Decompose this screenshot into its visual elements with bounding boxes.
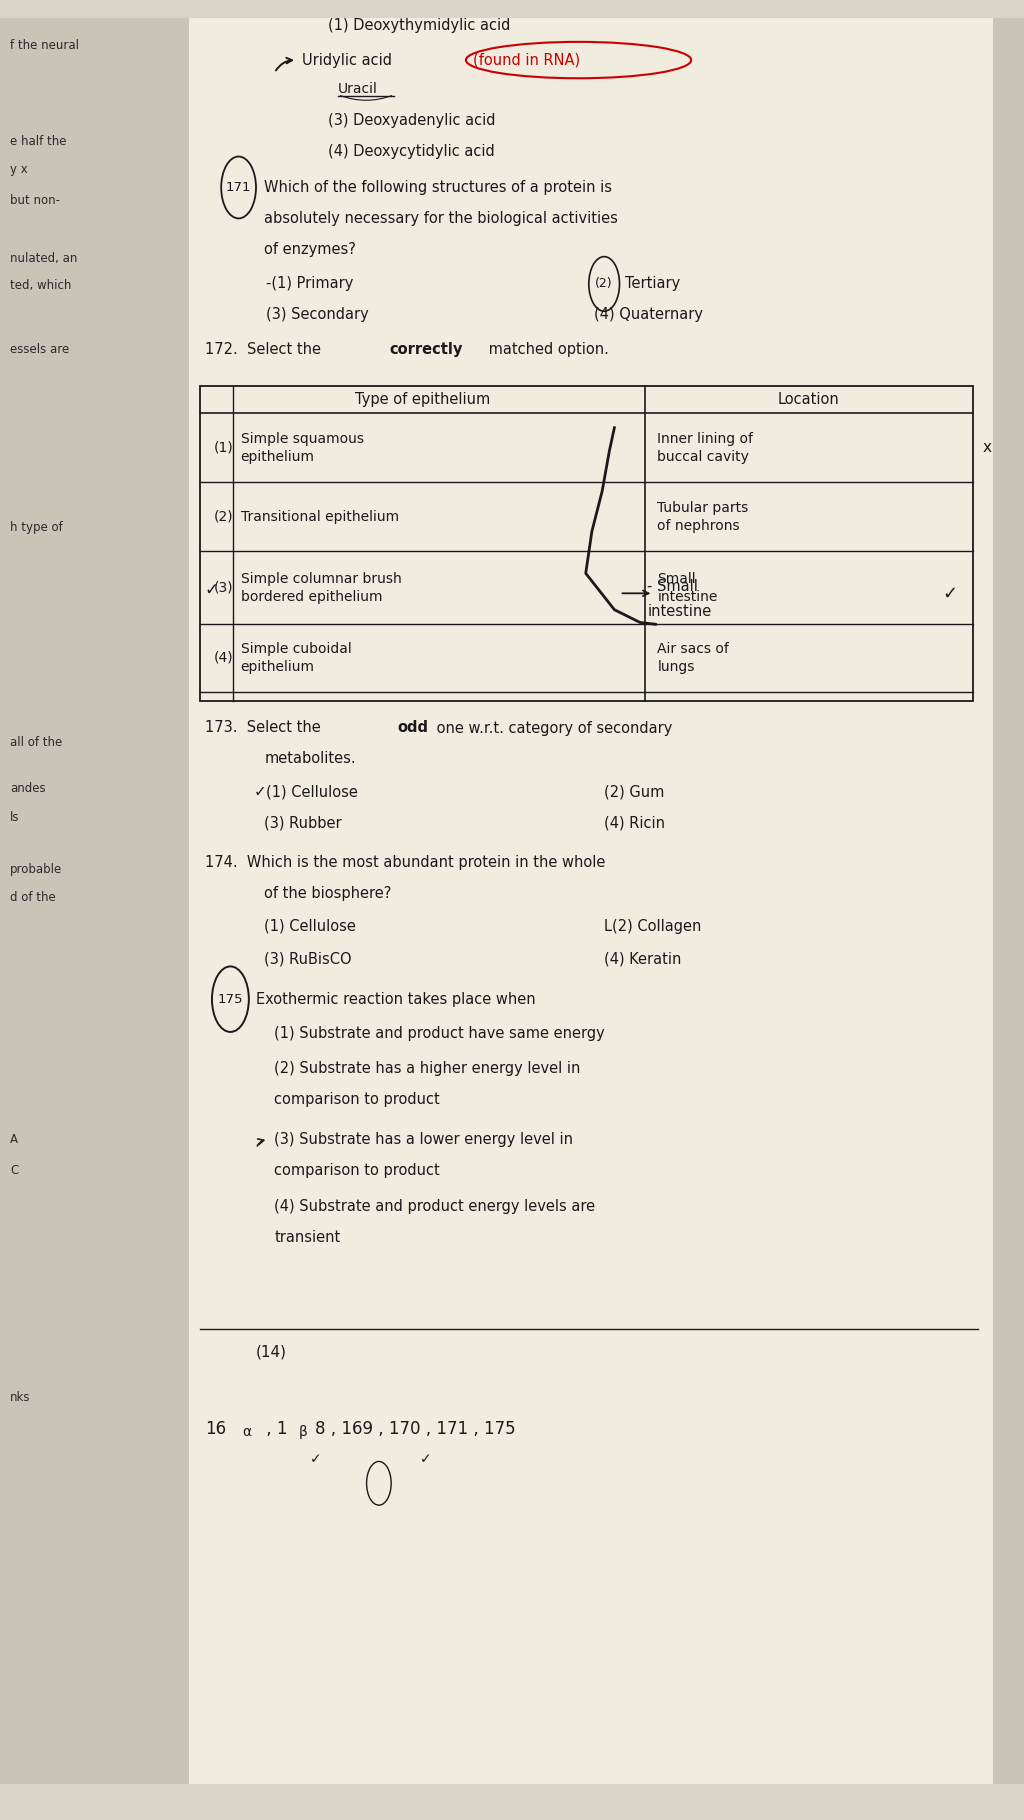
Text: of enzymes?: of enzymes? — [264, 242, 356, 257]
Text: 172.  Select the: 172. Select the — [205, 342, 326, 357]
Text: Type of epithelium: Type of epithelium — [354, 391, 490, 408]
Text: 175: 175 — [218, 992, 243, 1006]
Text: (3): (3) — [213, 581, 233, 595]
Text: ✓: ✓ — [310, 1452, 322, 1467]
Text: of the biosphere?: of the biosphere? — [264, 886, 391, 901]
Text: (1) Deoxythymidylic acid: (1) Deoxythymidylic acid — [328, 18, 510, 33]
Text: essels are: essels are — [10, 342, 70, 357]
Text: β: β — [299, 1425, 308, 1440]
Text: ted, which: ted, which — [10, 278, 72, 293]
Text: comparison to product: comparison to product — [274, 1163, 440, 1178]
FancyBboxPatch shape — [189, 18, 993, 1784]
Text: (2): (2) — [213, 510, 233, 524]
Text: (3) RuBisCO: (3) RuBisCO — [264, 952, 352, 966]
Text: (3) Substrate has a lower energy level in: (3) Substrate has a lower energy level i… — [274, 1132, 573, 1147]
Text: Which of the following structures of a protein is: Which of the following structures of a p… — [264, 180, 612, 195]
Text: (2) Substrate has a higher energy level in: (2) Substrate has a higher energy level … — [274, 1061, 581, 1076]
Text: Tertiary: Tertiary — [625, 277, 680, 291]
Text: (4) Substrate and product energy levels are: (4) Substrate and product energy levels … — [274, 1199, 596, 1214]
Text: h type of: h type of — [10, 521, 63, 535]
Text: -(1) Primary: -(1) Primary — [266, 277, 353, 291]
Text: 173.  Select the: 173. Select the — [205, 721, 326, 735]
Text: Tubular parts
of nephrons: Tubular parts of nephrons — [657, 501, 749, 533]
Text: ✓: ✓ — [254, 784, 266, 799]
Text: comparison to product: comparison to product — [274, 1092, 440, 1107]
Bar — [200, 386, 973, 701]
Text: 171: 171 — [226, 180, 251, 195]
FancyBboxPatch shape — [0, 18, 189, 1784]
Text: absolutely necessary for the biological activities: absolutely necessary for the biological … — [264, 211, 618, 226]
Text: (1): (1) — [213, 440, 233, 455]
Text: A: A — [10, 1132, 18, 1147]
Text: ✓: ✓ — [942, 584, 957, 602]
Text: (4) Quaternary: (4) Quaternary — [594, 308, 702, 322]
Text: Simple cuboidal
epithelium: Simple cuboidal epithelium — [241, 642, 351, 673]
Text: Uracil: Uracil — [338, 82, 378, 96]
Text: Uridylic acid: Uridylic acid — [302, 53, 392, 67]
Text: Exothermic reaction takes place when: Exothermic reaction takes place when — [256, 992, 536, 1006]
Text: andes: andes — [10, 781, 46, 795]
Text: L(2) Collagen: L(2) Collagen — [604, 919, 701, 934]
FancyBboxPatch shape — [993, 18, 1024, 1784]
Text: all of the: all of the — [10, 735, 62, 750]
Text: nulated, an: nulated, an — [10, 251, 78, 266]
Text: (found in RNA): (found in RNA) — [473, 53, 581, 67]
Text: (4): (4) — [213, 652, 233, 664]
Text: Small
intestine: Small intestine — [657, 571, 718, 604]
Text: d of the: d of the — [10, 890, 56, 905]
Text: 8 , 169 , 170 , 171 , 175: 8 , 169 , 170 , 171 , 175 — [315, 1420, 516, 1438]
Text: (14): (14) — [256, 1345, 287, 1360]
Text: transient: transient — [274, 1230, 341, 1245]
Text: metabolites.: metabolites. — [264, 752, 355, 766]
Text: x: x — [983, 440, 992, 455]
Text: (3) Deoxyadenylic acid: (3) Deoxyadenylic acid — [328, 113, 496, 127]
Text: (4) Deoxycytidylic acid: (4) Deoxycytidylic acid — [328, 144, 495, 158]
Text: 16: 16 — [205, 1420, 226, 1438]
Text: Inner lining of
buccal cavity: Inner lining of buccal cavity — [657, 431, 754, 464]
Text: C: C — [10, 1163, 18, 1178]
Text: Location: Location — [778, 391, 840, 408]
Text: Air sacs of
lungs: Air sacs of lungs — [657, 642, 729, 673]
Text: correctly: correctly — [389, 342, 463, 357]
Text: (4) Ricin: (4) Ricin — [604, 815, 666, 830]
Text: (1) Substrate and product have same energy: (1) Substrate and product have same ener… — [274, 1026, 605, 1041]
Text: one w.r.t. category of secondary: one w.r.t. category of secondary — [432, 721, 673, 735]
Text: (1) Cellulose: (1) Cellulose — [266, 784, 358, 799]
Text: ✓: ✓ — [205, 581, 219, 599]
Text: α: α — [243, 1425, 252, 1440]
Text: (2): (2) — [595, 277, 613, 291]
Text: y x: y x — [10, 162, 28, 177]
Text: - Small: - Small — [647, 579, 698, 593]
Text: intestine: intestine — [647, 604, 712, 619]
Text: Transitional epithelium: Transitional epithelium — [241, 510, 398, 524]
Text: (3) Rubber: (3) Rubber — [264, 815, 342, 830]
Text: (4) Keratin: (4) Keratin — [604, 952, 682, 966]
Text: 174.  Which is the most abundant protein in the whole: 174. Which is the most abundant protein … — [205, 855, 605, 870]
Text: e half the: e half the — [10, 135, 67, 149]
Text: Simple columnar brush
bordered epithelium: Simple columnar brush bordered epitheliu… — [241, 571, 401, 604]
Text: (2) Gum: (2) Gum — [604, 784, 665, 799]
Text: , 1: , 1 — [261, 1420, 288, 1438]
Text: matched option.: matched option. — [484, 342, 609, 357]
Text: (3) Secondary: (3) Secondary — [266, 308, 369, 322]
Text: ls: ls — [10, 810, 19, 824]
Text: nks: nks — [10, 1390, 31, 1405]
Text: odd: odd — [397, 721, 428, 735]
Text: (1) Cellulose: (1) Cellulose — [264, 919, 356, 934]
Text: Simple squamous
epithelium: Simple squamous epithelium — [241, 431, 364, 464]
Text: but non-: but non- — [10, 193, 60, 207]
Text: ✓: ✓ — [420, 1452, 431, 1467]
Text: probable: probable — [10, 863, 62, 877]
Text: f the neural: f the neural — [10, 38, 79, 53]
